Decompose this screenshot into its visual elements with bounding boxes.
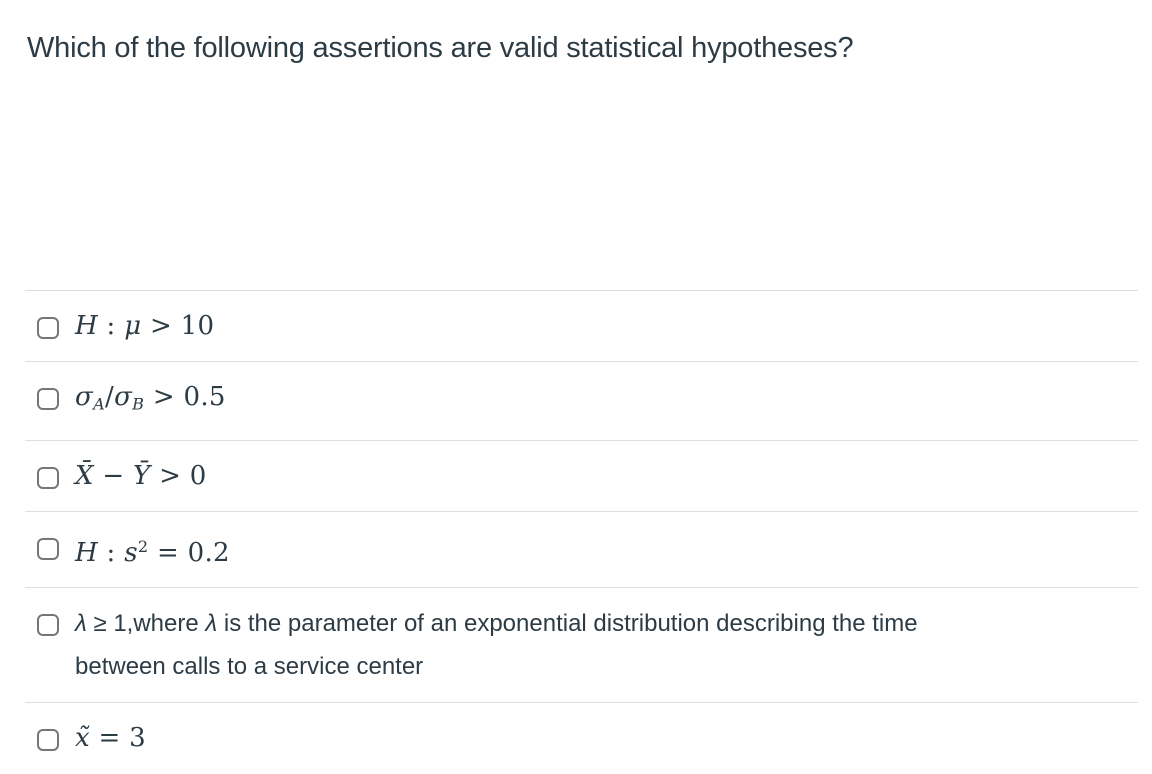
answer-checkbox[interactable]: [37, 388, 59, 410]
answer-text-segment: s: [124, 537, 138, 568]
answer-text-segment: 2: [137, 536, 149, 556]
answer-option: x̃ = 3: [25, 702, 1138, 773]
answer-label[interactable]: H : μ > 10: [75, 312, 214, 340]
answer-option: H : μ > 10: [25, 290, 1138, 361]
answer-text-segment: between calls to a service center: [75, 653, 424, 681]
answer-text-segment: μ: [124, 311, 142, 341]
answer-text-segment: x̃: [75, 723, 90, 754]
answer-text-segment: > 10: [141, 311, 215, 341]
answer-text-segment: :: [97, 537, 125, 568]
answer-text-segment: > 0.5: [144, 382, 226, 412]
answers-list: H : μ > 10 σA/σB > 0.5 X̄ − Ȳ > 0 H : s2…: [25, 290, 1138, 773]
answer-text-segment: Ȳ: [133, 460, 151, 491]
answer-text-segment: H: [75, 537, 98, 568]
answer-text-segment: H: [75, 311, 98, 341]
answer-label[interactable]: σA/σB > 0.5: [75, 383, 226, 419]
answer-text-segment: /: [105, 382, 115, 412]
answer-text-segment: λ: [205, 610, 218, 638]
answer-text-segment: B: [132, 394, 145, 414]
answer-option: H : s2 = 0.2: [25, 510, 1138, 588]
answer-option: λ ≥ 1,where λ is the parameter of an exp…: [25, 587, 1138, 702]
answer-text-segment: = 3: [89, 723, 147, 754]
answer-checkbox[interactable]: [37, 614, 59, 637]
answer-option: σA/σB > 0.5: [25, 361, 1138, 440]
answer-label[interactable]: x̃ = 3: [75, 724, 146, 752]
answer-option: X̄ − Ȳ > 0: [25, 439, 1138, 511]
answer-text-segment: A: [93, 394, 105, 414]
answer-checkbox[interactable]: [37, 317, 59, 339]
answer-text-segment: is the parameter of an exponential distr…: [217, 610, 918, 638]
answer-checkbox[interactable]: [37, 466, 59, 489]
question-text: Which of the following assertions are va…: [27, 32, 854, 64]
answer-label[interactable]: X̄ − Ȳ > 0: [75, 462, 207, 490]
answer-text-segment: −: [93, 460, 134, 491]
answer-text-segment: = 0.2: [148, 537, 230, 568]
answer-text-segment: > 0: [150, 460, 207, 491]
answer-text-segment: σ: [114, 382, 133, 412]
answer-checkbox[interactable]: [37, 729, 59, 752]
answer-label[interactable]: λ ≥ 1,where λ is the parameter of an exp…: [75, 602, 918, 688]
answer-label[interactable]: H : s2 = 0.2: [75, 533, 230, 567]
answer-text-segment: X̄: [75, 460, 94, 491]
answer-text-segment: λ: [75, 610, 87, 638]
answer-checkbox[interactable]: [37, 537, 59, 560]
answer-text-segment: σ: [75, 382, 94, 412]
answer-text-segment: ≥ 1,where: [86, 610, 206, 638]
answer-text-segment: :: [97, 311, 125, 341]
